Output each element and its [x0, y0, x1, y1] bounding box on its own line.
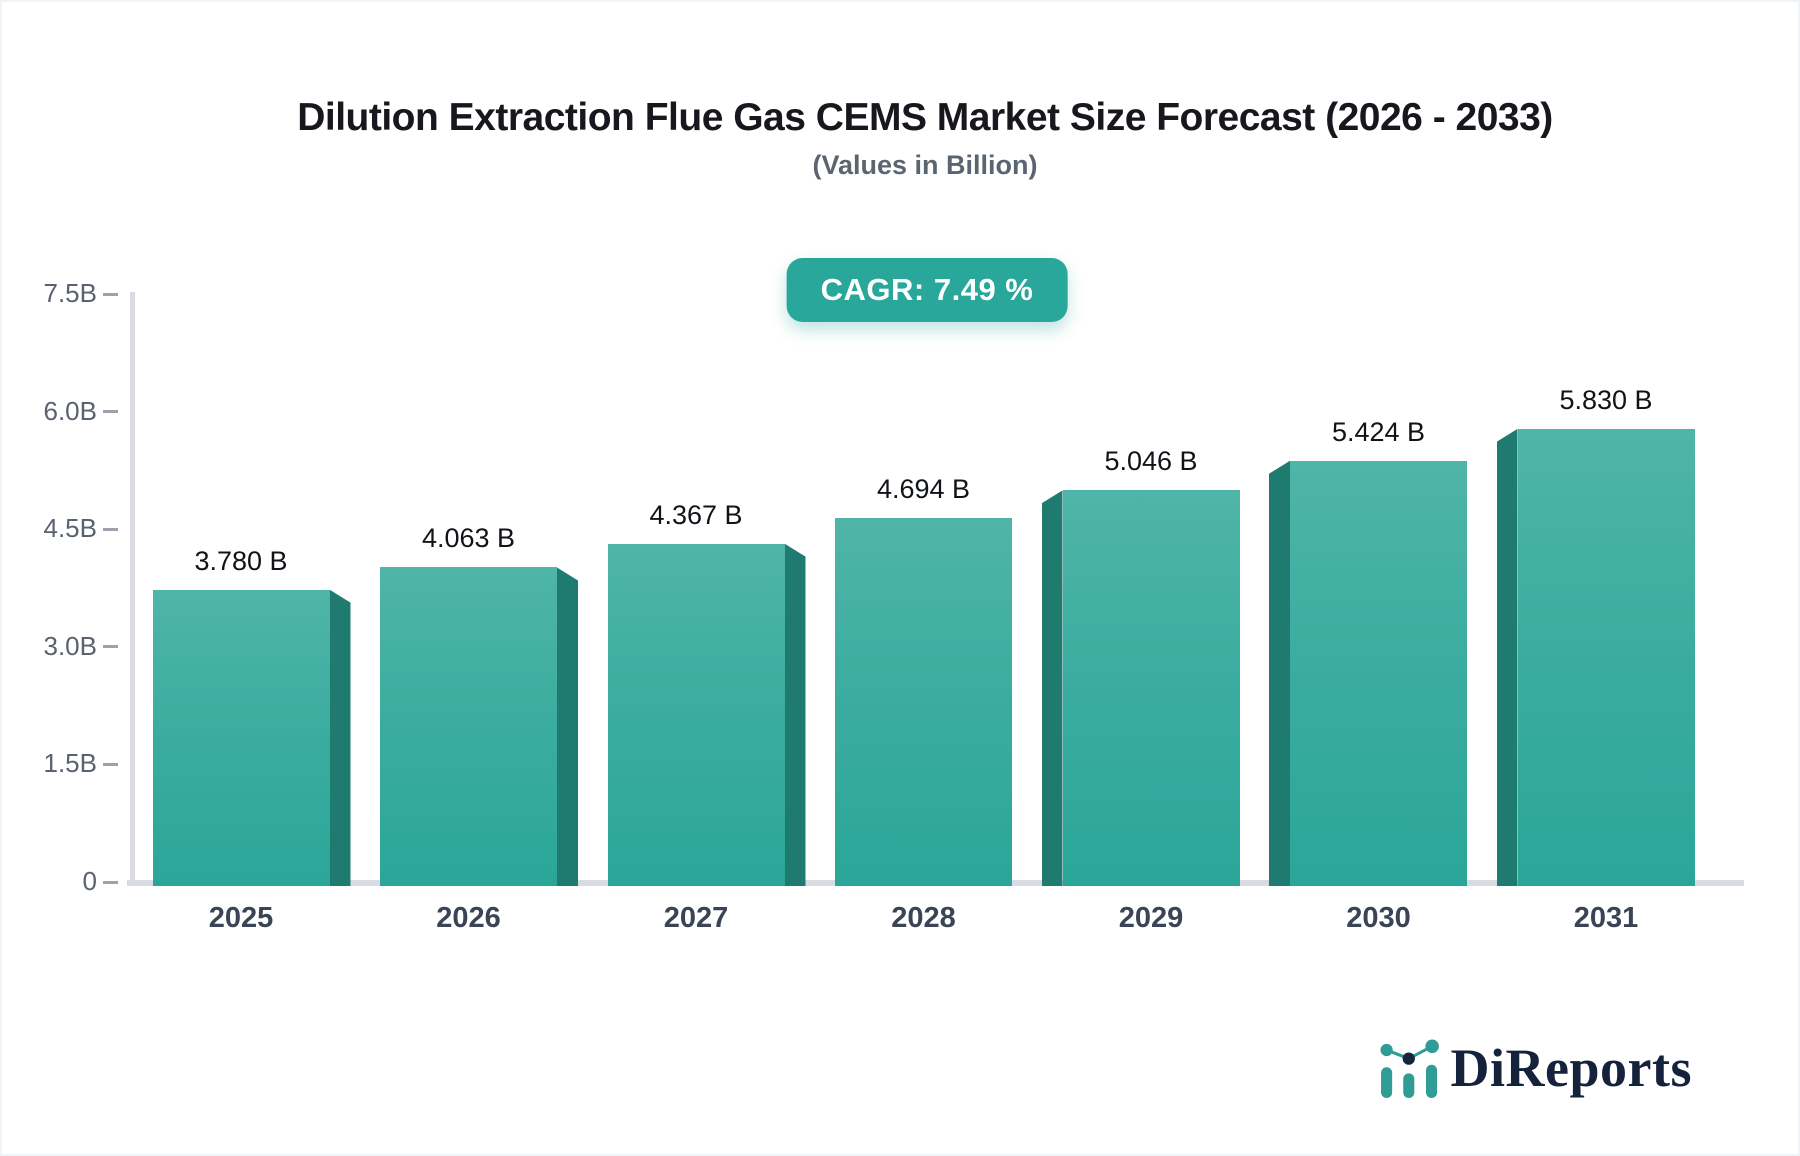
bar-side-face — [557, 567, 578, 886]
brand-name: DiReports — [1450, 1038, 1692, 1098]
bar-side-face — [329, 589, 351, 886]
bar-2026 — [380, 567, 578, 886]
x-axis-label-2026: 2026 — [436, 902, 501, 934]
bar-value-label: 3.780 B — [194, 545, 288, 576]
bar-value-label: 4.367 B — [649, 499, 743, 530]
bar-face — [835, 517, 1012, 886]
x-axis-label-2027: 2027 — [663, 902, 729, 934]
y-tick-mark — [103, 880, 118, 884]
bar-value-label: 5.830 B — [1559, 384, 1653, 415]
bar-side-face — [1041, 490, 1063, 886]
cagr-badge: CAGR: 7.49 % — [786, 258, 1068, 322]
bar-face — [607, 543, 785, 886]
x-axis-label-2028: 2028 — [891, 902, 956, 934]
y-tick-label: 0 — [82, 866, 97, 896]
bar-2030 — [1269, 460, 1467, 886]
bar-value-label: 5.046 B — [1104, 446, 1198, 477]
y-tick-label: 7.5B — [43, 278, 98, 308]
y-tick-label: 6.0B — [43, 395, 98, 426]
bar-face — [1290, 460, 1467, 886]
y-tick-label: 1.5B — [43, 748, 98, 779]
bar-2029 — [1041, 490, 1240, 886]
bar-2031 — [1496, 428, 1695, 886]
y-tick-label: 4.5B — [43, 513, 98, 544]
x-axis-label-2031: 2031 — [1573, 902, 1639, 934]
bar-chart-logo-icon — [1379, 1039, 1439, 1098]
y-axis-line — [130, 292, 135, 884]
bar-side-face — [1496, 428, 1518, 886]
bar-face — [152, 589, 330, 886]
brand-watermark: DiReports — [1379, 1034, 1692, 1098]
bar-face — [380, 567, 557, 886]
x-axis-label-2030: 2030 — [1346, 902, 1411, 934]
bar-face — [1062, 490, 1240, 886]
page-title: Dilution Extraction Flue Gas CEMS Market… — [297, 96, 1553, 139]
bar-side-face — [784, 543, 806, 886]
bar-2028 — [835, 517, 1012, 886]
y-tick-label: 3.0B — [43, 630, 98, 661]
y-tick-mark — [103, 410, 118, 414]
y-tick-mark — [103, 762, 118, 766]
x-axis-label-2029: 2029 — [1118, 902, 1184, 934]
bar-2027 — [607, 543, 806, 886]
bar-value-label: 4.694 B — [876, 473, 971, 504]
bar-value-label: 4.063 B — [421, 523, 516, 554]
x-axis-label-2025: 2025 — [208, 902, 274, 934]
bar-side-face — [1269, 460, 1290, 886]
y-tick-mark — [103, 292, 118, 296]
y-tick-mark — [103, 527, 118, 531]
bar-face — [1517, 428, 1695, 886]
bar-value-label: 5.424 B — [1331, 416, 1426, 447]
bar-2025 — [152, 589, 351, 886]
y-tick-mark — [103, 645, 118, 649]
page-subtitle: (Values in Billion) — [812, 150, 1038, 180]
